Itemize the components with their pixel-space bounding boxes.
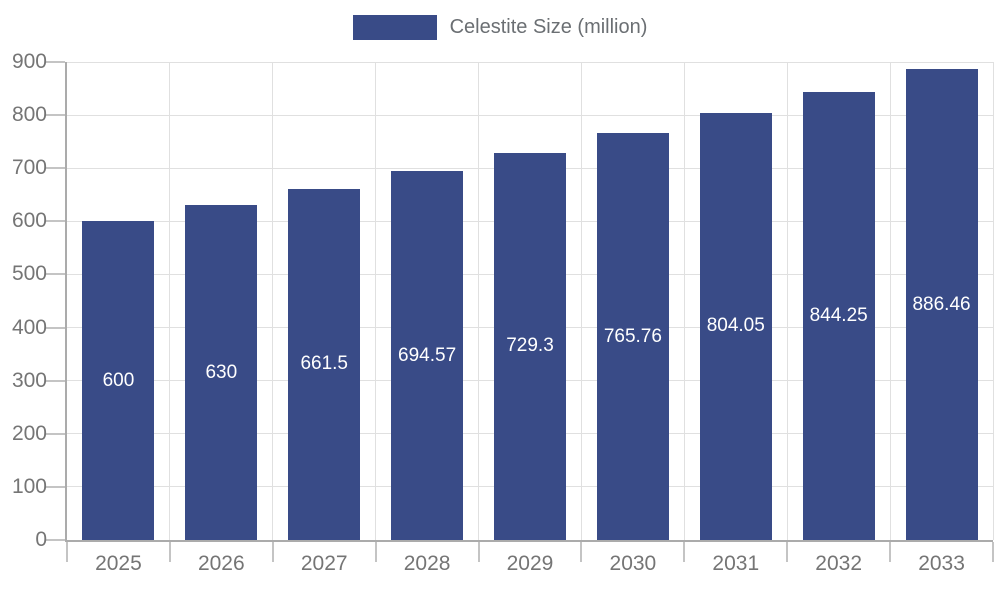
bar-value-label: 844.25 <box>809 304 868 326</box>
y-axis-tick-label: 700 <box>11 156 47 180</box>
x-tick <box>786 542 789 562</box>
y-tick <box>45 432 65 435</box>
x-tick <box>271 542 274 562</box>
x-tick <box>992 542 994 562</box>
x-axis-tick-label: 2025 <box>95 552 142 575</box>
bar-value-label: 661.5 <box>300 353 348 375</box>
x-tick <box>477 542 480 562</box>
x-axis-tick-label: 2032 <box>815 552 863 575</box>
bar-value-label: 765.76 <box>603 325 662 347</box>
plot-area: 0 100 200 300 400 500 600 700 800 900 600 2025 630 20… <box>12 50 994 575</box>
bar-value-label: 729.3 <box>506 335 554 357</box>
y-axis-tick-label: 800 <box>11 103 47 127</box>
y-tick <box>45 220 65 223</box>
y-axis-tick-label: 200 <box>11 421 47 445</box>
bar: 844.25 <box>802 91 875 540</box>
x-gridline <box>580 62 582 540</box>
y-tick <box>45 485 65 488</box>
legend-label: Celestite Size (million) <box>449 16 648 38</box>
y-tick <box>45 167 65 170</box>
y-tick <box>45 273 65 276</box>
x-tick <box>683 542 686 562</box>
bar: 729.3 <box>494 152 566 540</box>
bar: 600 <box>82 221 155 540</box>
y-tick <box>45 539 65 541</box>
x-axis-tick-label: 2026 <box>197 552 245 575</box>
x-axis-tick-label: 2029 <box>506 552 554 575</box>
y-axis-tick-label: 900 <box>11 50 47 73</box>
legend-swatch <box>352 15 437 40</box>
x-gridline <box>478 62 480 540</box>
y-gridline <box>67 114 993 116</box>
x-tick <box>66 542 68 562</box>
x-axis-tick-label: 2028 <box>403 552 451 575</box>
y-tick <box>45 114 65 117</box>
y-tick <box>45 379 65 382</box>
x-gridline <box>992 62 994 540</box>
x-tick <box>374 542 377 562</box>
y-axis-tick-label: 100 <box>11 474 47 498</box>
bar: 886.46 <box>905 69 978 540</box>
bar: 630 <box>185 205 258 540</box>
bar: 804.05 <box>699 112 772 540</box>
y-tick <box>45 326 65 329</box>
y-axis-tick-label: 0 <box>35 528 47 551</box>
x-tick <box>580 542 583 562</box>
x-gridline <box>683 62 685 540</box>
x-axis-tick-label: 2027 <box>300 552 348 575</box>
y-axis-tick-label: 400 <box>11 315 47 339</box>
x-axis-tick-label: 2031 <box>712 552 760 575</box>
bar-value-label: 694.57 <box>398 344 457 366</box>
y-tick <box>45 61 65 63</box>
x-tick <box>889 542 892 562</box>
x-gridline <box>375 62 377 540</box>
bar: 694.57 <box>391 171 464 540</box>
bar-value-label: 804.05 <box>706 315 765 337</box>
x-gridline <box>169 62 171 540</box>
y-axis-tick-label: 600 <box>11 209 47 233</box>
x-gridline <box>889 62 891 540</box>
bar-value-label: 630 <box>205 361 238 383</box>
x-tick <box>168 542 171 562</box>
x-axis-tick-label: 2033 <box>918 552 965 575</box>
legend[interactable]: Celestite Size (million) <box>0 15 1000 40</box>
y-axis-tick-label: 500 <box>11 262 47 286</box>
bar-value-label: 886.46 <box>912 293 971 315</box>
x-axis-tick-label: 2030 <box>609 552 657 575</box>
bar-value-label: 600 <box>102 369 135 391</box>
x-gridline <box>272 62 274 540</box>
bar: 661.5 <box>288 188 361 540</box>
x-gridline <box>786 62 788 540</box>
y-axis-tick-label: 300 <box>11 368 47 392</box>
y-gridline <box>67 62 993 63</box>
bar: 765.76 <box>596 133 669 540</box>
